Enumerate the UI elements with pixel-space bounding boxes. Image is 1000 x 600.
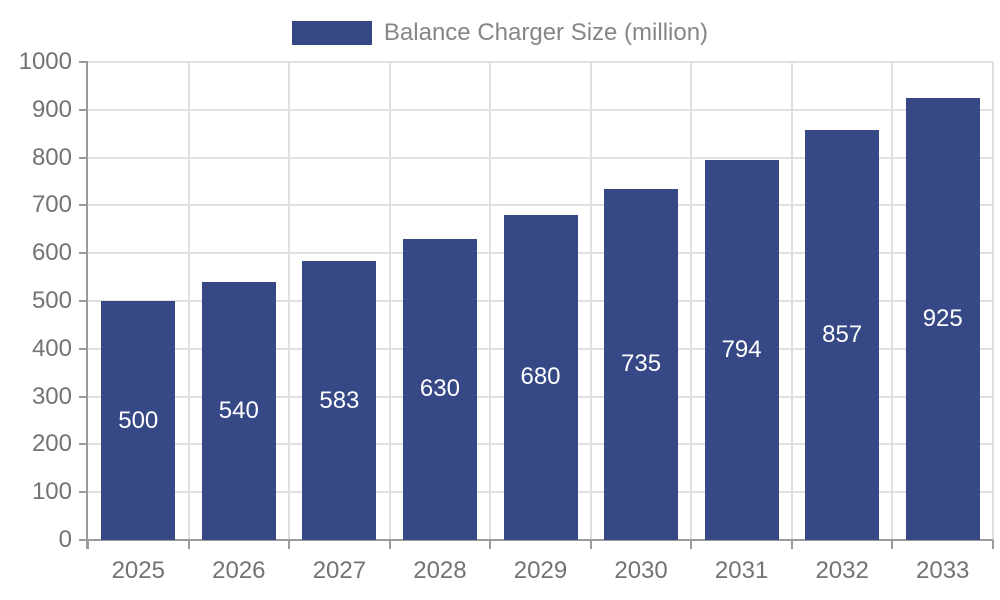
y-tick-label: 500 (31, 287, 72, 314)
legend-label: Balance Charger Size (million) (383, 19, 709, 46)
x-tick-label: 2033 (916, 557, 970, 584)
bar[interactable] (704, 160, 779, 540)
grid-line-h (88, 204, 993, 207)
x-tick-label: 2031 (714, 557, 769, 584)
y-tick-label: 100 (31, 478, 72, 506)
grid-line-v (992, 62, 994, 540)
bar[interactable] (604, 188, 679, 540)
x-axis-tick (388, 540, 391, 549)
grid-line-v (489, 62, 492, 540)
x-tick-label: 2028 (413, 557, 467, 584)
y-tick-label: 1000 (18, 48, 72, 75)
y-tick-label: 0 (58, 526, 72, 553)
y-axis-tick (79, 156, 88, 159)
legend-item[interactable]: Balance Charger Size (million) (0, 19, 1000, 47)
y-tick-label: 400 (31, 334, 72, 362)
grid-line-v (891, 62, 894, 540)
y-axis-tick (79, 395, 88, 398)
grid-line-h (88, 156, 993, 159)
grid-line-h (88, 108, 993, 111)
x-axis-tick (690, 540, 693, 549)
x-axis-tick (790, 540, 793, 549)
x-axis-line (86, 539, 993, 541)
grid-line-h (88, 61, 993, 63)
y-tick-label: 200 (31, 430, 72, 458)
x-tick-label: 2026 (212, 557, 266, 584)
x-axis-tick (288, 540, 291, 549)
x-axis-tick (87, 540, 89, 549)
bar[interactable] (302, 261, 377, 540)
grid-line-v (288, 62, 291, 540)
x-tick-label: 2030 (614, 557, 668, 584)
bar[interactable] (905, 97, 980, 540)
y-axis-tick (79, 300, 88, 302)
x-axis-tick (489, 540, 492, 549)
y-axis-tick (79, 204, 88, 207)
y-axis-tick (79, 539, 88, 541)
y-axis-line (86, 62, 88, 549)
x-tick-label: 2025 (111, 557, 165, 584)
grid-line-v (690, 62, 693, 540)
y-tick-label: 600 (31, 239, 72, 267)
y-tick-label: 300 (31, 382, 72, 410)
y-axis-tick (79, 61, 88, 63)
y-tick-label: 900 (31, 95, 72, 123)
x-tick-label: 2032 (815, 557, 869, 584)
bar[interactable] (201, 281, 276, 540)
bar[interactable] (101, 301, 176, 540)
y-axis-tick (79, 108, 88, 111)
grid-line-v (790, 62, 793, 540)
y-axis-tick (79, 491, 88, 494)
y-axis-tick (79, 347, 88, 350)
bar[interactable] (805, 130, 880, 540)
y-tick-label: 800 (31, 143, 72, 171)
y-tick-label: 700 (31, 191, 72, 219)
grid-line-v (388, 62, 391, 540)
y-axis-tick (79, 252, 88, 255)
x-tick-label: 2029 (513, 557, 568, 584)
x-axis-tick (891, 540, 894, 549)
legend-swatch (291, 21, 372, 45)
x-tick-label: 2027 (312, 557, 367, 584)
x-axis-tick (992, 540, 994, 549)
bar[interactable] (503, 214, 578, 540)
bar[interactable] (402, 238, 477, 540)
x-axis-tick (187, 540, 190, 549)
grid-line-v (589, 62, 592, 540)
grid-line-v (187, 62, 190, 540)
y-axis-tick (79, 443, 88, 446)
x-axis-tick (589, 540, 592, 549)
